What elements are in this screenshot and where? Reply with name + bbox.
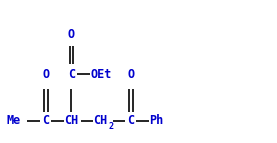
Text: O: O bbox=[127, 68, 134, 81]
Text: C: C bbox=[68, 68, 75, 81]
Text: C: C bbox=[42, 114, 49, 127]
Text: Me: Me bbox=[7, 114, 21, 127]
Text: CH: CH bbox=[93, 114, 107, 127]
Text: O: O bbox=[42, 68, 49, 81]
Text: CH: CH bbox=[64, 114, 79, 127]
Text: Ph: Ph bbox=[149, 114, 164, 127]
Text: C: C bbox=[127, 114, 134, 127]
Text: 2: 2 bbox=[109, 122, 114, 131]
Text: OEt: OEt bbox=[90, 68, 112, 81]
Text: O: O bbox=[68, 28, 75, 41]
